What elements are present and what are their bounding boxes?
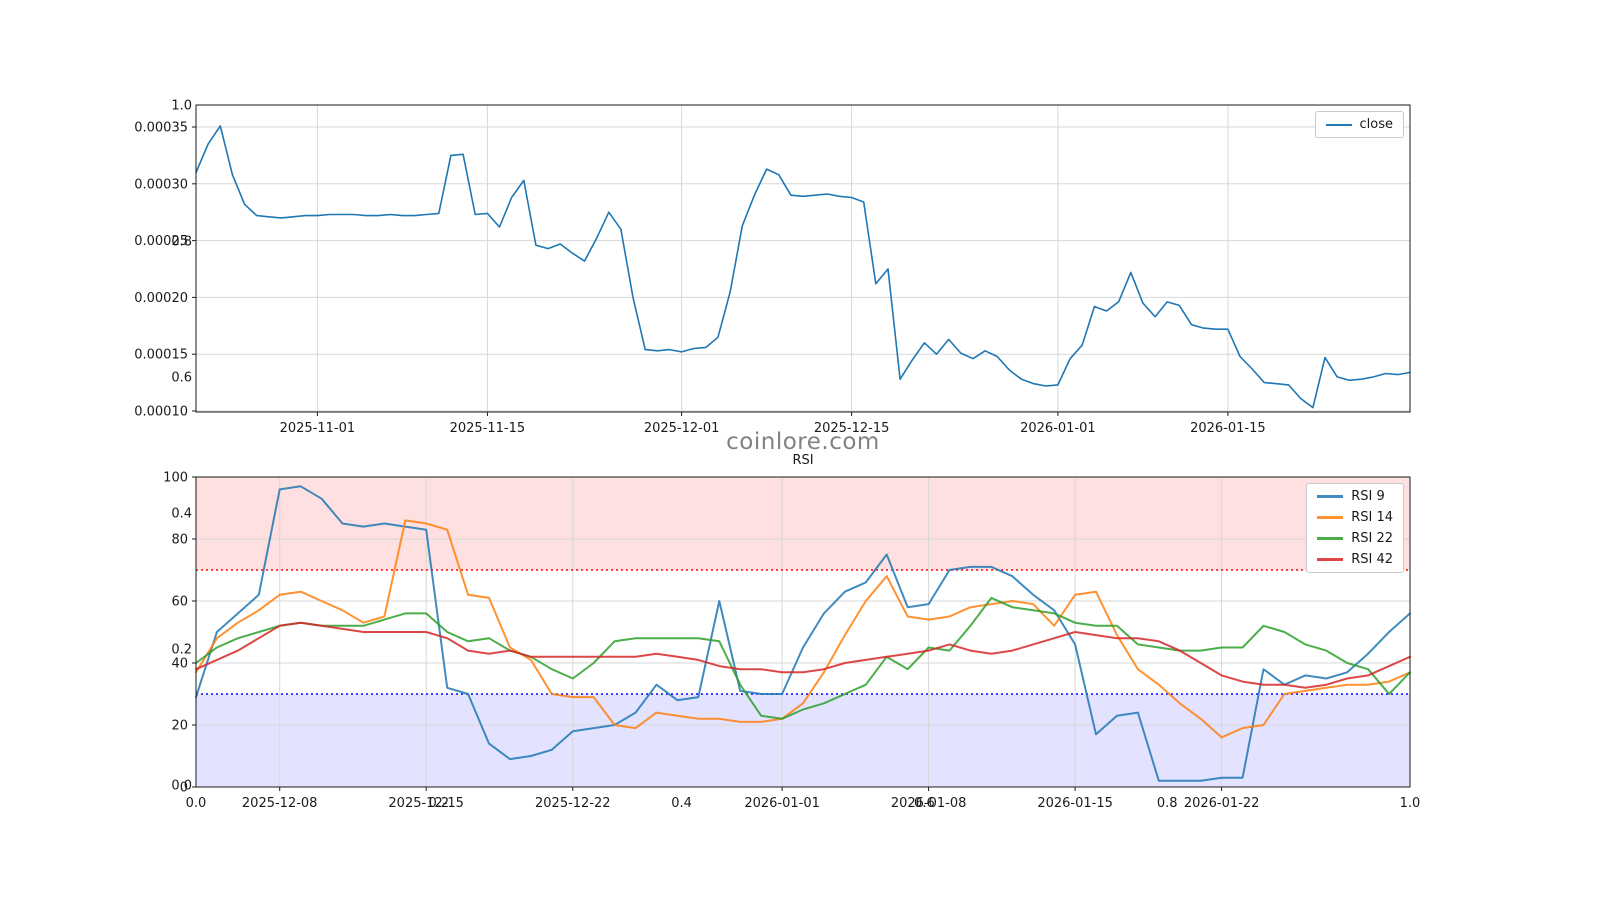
legend-item-rsi-9: RSI 9 xyxy=(1317,489,1393,504)
plot-border xyxy=(195,476,1411,788)
y-tick-label: 100 xyxy=(163,471,188,486)
x-tick-label: 2026-01-15 xyxy=(1190,421,1266,436)
rsi-42-line xyxy=(195,621,1411,689)
close-line xyxy=(195,125,1411,409)
overlay-y-tick-label: 0.8 xyxy=(171,235,192,250)
plot-border xyxy=(195,104,1411,413)
overlay-x-tick-label: 0.4 xyxy=(671,796,692,811)
rsi-42-line-swatch xyxy=(1317,558,1344,561)
legend-item-rsi-14: RSI 14 xyxy=(1317,510,1393,525)
rsi-22-line xyxy=(195,596,1411,720)
watermark: coinlore.com xyxy=(726,429,880,455)
y-tick-label: 60 xyxy=(171,595,188,610)
y-tick-label: 0 xyxy=(180,781,188,796)
x-tick-label: 2025-12-22 xyxy=(535,796,611,811)
rsi-9-line-swatch xyxy=(1317,495,1344,498)
legend-item-rsi-42: RSI 42 xyxy=(1317,552,1393,567)
overlay-y-tick-label: 0.6 xyxy=(171,371,192,386)
rsi-9-line xyxy=(195,485,1411,782)
legend-label-rsi-42: RSI 42 xyxy=(1351,552,1393,567)
rsi-14-line-swatch xyxy=(1317,516,1344,519)
overlay-x-tick-label: 0.2 xyxy=(428,796,449,811)
overlay-y-tick-label: 1.0 xyxy=(171,99,192,114)
y-tick-label: 80 xyxy=(171,533,188,548)
legend-item-close: close xyxy=(1325,117,1393,132)
rsi-14-line xyxy=(195,519,1411,739)
rsi-chart-legend: RSI 9 RSI 14 RSI 22 RSI 42 xyxy=(1306,483,1404,573)
y-tick-label: 0.00030 xyxy=(134,177,188,192)
x-tick-label: 2026-01-01 xyxy=(744,796,820,811)
x-tick-label: 2026-01-08 xyxy=(891,796,967,811)
price-chart-legend: close xyxy=(1314,111,1404,138)
legend-item-rsi-22: RSI 22 xyxy=(1317,531,1393,546)
y-tick-label: 0.00035 xyxy=(134,121,188,136)
x-tick-label: 2025-12-15 xyxy=(388,796,464,811)
overlay-y-tick-label: 0.2 xyxy=(171,643,192,658)
oversold-band xyxy=(196,694,1410,787)
x-tick-label: 2025-12-15 xyxy=(814,421,890,436)
y-tick-label: 0.00015 xyxy=(134,348,188,363)
close-line-swatch xyxy=(1325,123,1352,126)
overlay-x-tick-label: 0.6 xyxy=(914,796,935,811)
legend-label-rsi-9: RSI 9 xyxy=(1351,489,1385,504)
legend-label-rsi-22: RSI 22 xyxy=(1351,531,1393,546)
legend-label-close: close xyxy=(1359,117,1393,132)
rsi-chart-title: RSI xyxy=(792,453,814,468)
rsi-22-line-swatch xyxy=(1317,537,1344,540)
x-tick-label: 2026-01-01 xyxy=(1020,421,1096,436)
overlay-x-tick-label: 1.0 xyxy=(1400,796,1421,811)
y-tick-label: 0.00020 xyxy=(134,291,188,306)
legend-label-rsi-14: RSI 14 xyxy=(1351,510,1393,525)
x-tick-label: 2026-01-22 xyxy=(1184,796,1260,811)
x-tick-label: 2026-01-15 xyxy=(1037,796,1113,811)
x-tick-label: 2025-12-01 xyxy=(644,421,720,436)
overlay-y-tick-label: 0.0 xyxy=(171,779,192,794)
overlay-y-tick-label: 0.4 xyxy=(171,507,192,522)
y-tick-label: 40 xyxy=(171,657,188,672)
overlay-x-tick-label: 0.8 xyxy=(1157,796,1178,811)
y-tick-label: 0.00010 xyxy=(134,405,188,420)
y-tick-label: 20 xyxy=(171,719,188,734)
x-tick-label: 2025-11-01 xyxy=(280,421,356,436)
y-tick-label: 0.00025 xyxy=(134,234,188,249)
x-tick-label: 2025-11-15 xyxy=(450,421,526,436)
x-tick-label: 2025-12-08 xyxy=(242,796,318,811)
overlay-x-tick-label: 0.0 xyxy=(186,796,207,811)
